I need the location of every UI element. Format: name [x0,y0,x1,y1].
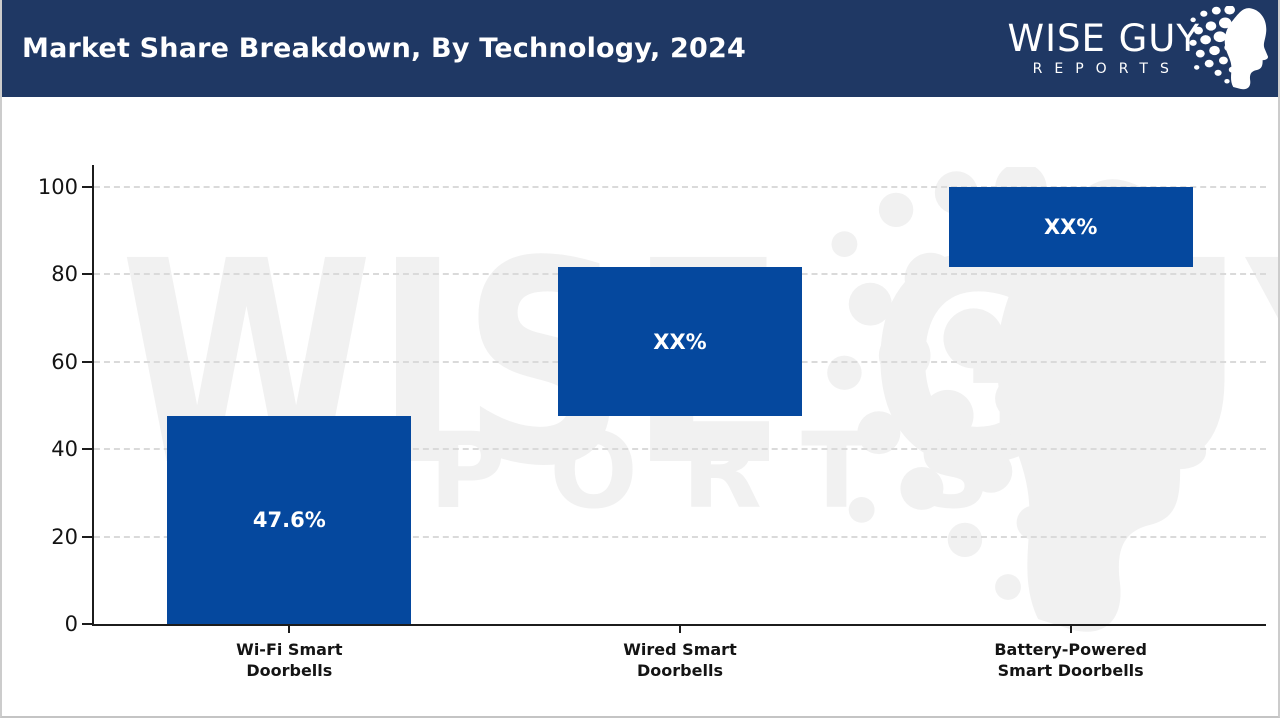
x-tick-mark [679,624,681,633]
x-tick-mark [1069,624,1072,633]
page-title: Market Share Breakdown, By Technology, 2… [22,33,747,64]
y-tick-label: 60 [51,349,78,374]
x-category-label-line: Battery-Powered [994,640,1147,659]
y-tick-mark [82,448,92,451]
x-category-label-line: Wi-Fi Smart [236,640,343,659]
header-banner: Market Share Breakdown, By Technology, 2… [2,0,1278,97]
y-tick-mark [82,623,92,625]
gridline-100 [94,186,1266,188]
wise-guy-reports-logo: WISE GUY REPORTS [1008,6,1278,92]
chart-canvas: WISE GUY REPORTS 02040608010047.6%Wi-Fi … [2,97,1278,716]
y-tick-label: 0 [64,612,78,636]
y-tick-label: 100 [37,175,78,199]
y-tick-mark [82,273,92,276]
y-tick-mark [82,360,92,363]
gridline-20 [94,535,1266,538]
plot-area: 0 20 40 60 80 100 47.6% Wi-Fi Smart Doorbells XX%… [38,165,1266,680]
x-category-label-line: Smart Doorbells [997,661,1144,680]
bar-segment [948,187,1193,268]
y-tick-label: 40 [51,437,78,462]
x-category-label: Wi-Fi Smart Doorbells [129,639,449,681]
bar-value-label: XX% [653,329,707,354]
bar-value-label: 47.6% [252,507,326,532]
logo-wordmark-line2: REPORTS [1032,61,1181,77]
y-tick-label: 20 [51,524,78,549]
logo-wordmark: WISE GUY REPORTS [1008,20,1200,77]
x-category-label-line: Doorbells [246,661,333,680]
x-tick-mark [288,624,291,633]
logo-face-dots-icon [1186,6,1268,92]
y-tick-mark [82,535,92,538]
x-category-label-line: Doorbells [637,661,723,680]
gridline-40 [94,448,1266,451]
x-category-label-line: Wired Smart [623,640,737,659]
y-tick-label: 80 [51,262,78,287]
x-category-label: Wired Smart Doorbells [520,639,840,681]
bar-value-label: XX% [1043,215,1098,240]
logo-wordmark-line1: WISE GUY [1007,17,1200,60]
x-category-label: Battery-Powered Smart Doorbells [911,639,1231,681]
y-tick-mark [82,186,92,188]
bar-segment [167,415,412,624]
bar-segment [558,267,802,416]
